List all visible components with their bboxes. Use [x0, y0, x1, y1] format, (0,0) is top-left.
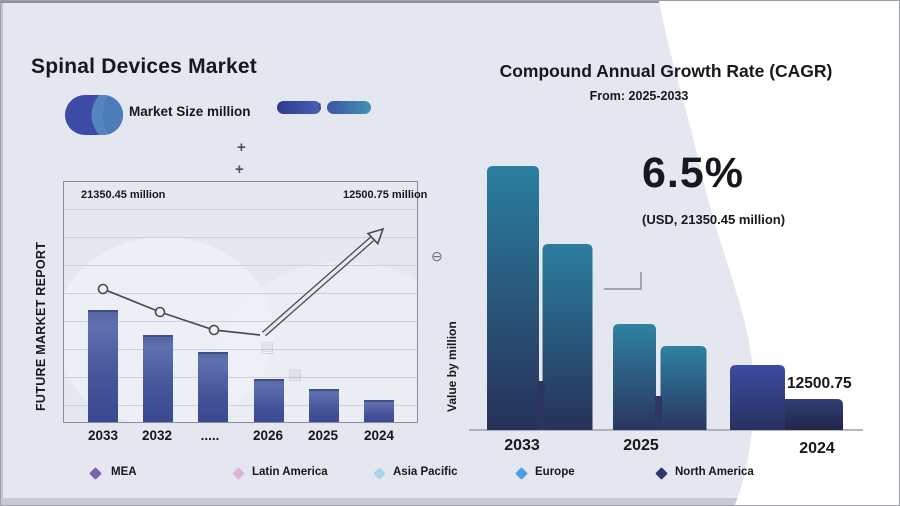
future-market-report-label: FUTURE MARKET REPORT	[34, 241, 48, 411]
trend-line-and-arrow	[97, 227, 385, 337]
x-label: .....	[200, 428, 220, 443]
x-label: 2033	[87, 428, 119, 443]
value-by-million-label: Value by million	[445, 321, 459, 412]
x-label: 2026	[252, 428, 284, 443]
pill-badge-dark	[277, 101, 321, 114]
x-label: 2024	[799, 440, 835, 457]
cagr-value: 6.5%	[642, 149, 745, 197]
pill-separator: :	[318, 100, 322, 112]
bar-2032	[143, 335, 173, 422]
legend-label: Europe	[535, 466, 575, 478]
pill-badge-teal	[327, 101, 371, 114]
bar-2033	[88, 310, 118, 422]
x-label: 2024	[363, 428, 395, 443]
bar-2026	[254, 379, 284, 422]
legend-label: MEA	[111, 466, 137, 478]
document-watermark-icon: ▤	[260, 339, 275, 356]
bar-2025	[309, 389, 339, 422]
plus-icon: +	[235, 161, 244, 178]
cylinder-3d-icon	[65, 95, 123, 135]
document-watermark-icon: ▤	[288, 366, 303, 383]
x-label: 2033	[504, 437, 540, 454]
circle-minus-icon: ⊖	[431, 248, 443, 264]
annotation-right: 12500.75 million	[343, 189, 428, 201]
legend-label: Asia Pacific	[393, 466, 458, 478]
x-label: 2025	[307, 428, 339, 443]
legend-label: Latin America	[252, 466, 328, 478]
bar-2024	[364, 400, 394, 422]
bar-dots	[198, 352, 228, 422]
cagr-bar-chart	[469, 166, 863, 431]
value-label-2024: 12500.75	[787, 375, 852, 392]
page-title: Spinal Devices Market	[31, 55, 257, 78]
gridlines	[64, 209, 417, 422]
cagr-title: Compound Annual Growth Rate (CAGR)	[499, 61, 833, 81]
x-label: 2025	[623, 437, 659, 454]
x-label: 2032	[141, 428, 173, 443]
plus-icon: +	[237, 139, 246, 156]
cagr-detail: (USD, 21350.45 million)	[642, 212, 786, 227]
legend-label: North America	[675, 466, 754, 478]
annotation-left: 21350.45 million	[81, 189, 166, 201]
cagr-period: From: 2025-2033	[589, 89, 689, 103]
market-size-label: Market Size million	[129, 104, 251, 119]
market-size-chart: ▤ ▤	[63, 181, 418, 423]
